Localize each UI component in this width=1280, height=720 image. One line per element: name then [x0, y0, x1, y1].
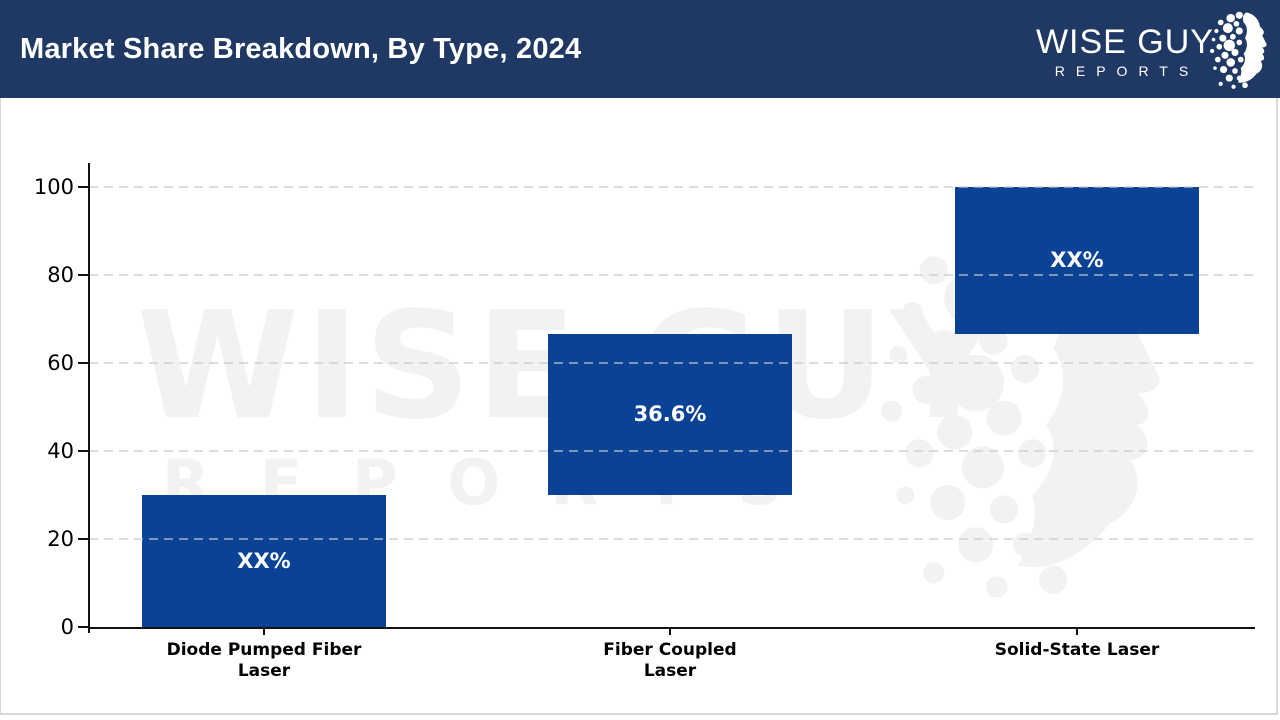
gridline-60	[89, 362, 1253, 364]
y-axis-line	[88, 163, 90, 633]
bar-3: XX%	[955, 187, 1199, 334]
y-tick-mark	[78, 538, 88, 540]
logo-text: WISE GUY REPORTS	[1036, 24, 1214, 79]
header-bar: Market Share Breakdown, By Type, 2024 WI…	[0, 0, 1280, 98]
x-category-label-line: Fiber Coupled	[603, 640, 737, 660]
y-tick-mark	[78, 274, 88, 276]
y-tick-label: 100	[33, 175, 74, 199]
y-tick-label: 40	[47, 439, 74, 463]
gridline-100	[89, 186, 1253, 188]
page-title: Market Share Breakdown, By Type, 2024	[20, 33, 582, 65]
bar-value-label: XX%	[237, 549, 291, 573]
brand-logo: WISE GUY REPORTS	[1036, 10, 1272, 92]
x-category-label-line: Diode Pumped Fiber	[166, 640, 362, 660]
y-tick-label: 80	[47, 263, 74, 287]
y-tick-mark	[78, 362, 88, 364]
gridline-80	[89, 274, 1253, 276]
x-category-label: Diode Pumped Fiber Laser	[119, 640, 409, 682]
x-tick-mark	[1076, 629, 1078, 635]
logo-face-icon	[1210, 11, 1267, 89]
x-category-label-line: Laser	[643, 661, 697, 681]
logo-reports-label: REPORTS	[1054, 62, 1200, 79]
x-tick-mark	[263, 629, 265, 635]
y-tick-label: 60	[47, 351, 74, 375]
x-axis-line	[88, 627, 1255, 629]
bar-value-label: 36.6%	[633, 402, 707, 427]
x-category-label: Solid-State Laser	[932, 640, 1222, 661]
y-tick-mark	[78, 450, 88, 452]
logo-wordmark: WISE GUY	[1035, 22, 1214, 61]
x-tick-mark	[669, 629, 671, 635]
gridline-20	[89, 538, 1253, 540]
y-tick-label: 0	[60, 615, 74, 639]
x-category-label-line: Laser	[237, 661, 291, 681]
bar-1: XX%	[142, 495, 386, 627]
x-category-label-line: Solid-State Laser	[994, 640, 1160, 660]
bar-2: 36.6%	[548, 333, 792, 495]
gridline-40	[89, 450, 1253, 452]
bar-value-label: XX%	[1050, 248, 1104, 273]
y-tick-mark	[78, 626, 88, 628]
y-tick-label: 20	[47, 527, 74, 551]
y-tick-mark	[78, 186, 88, 188]
x-category-label: Fiber Coupled Laser	[525, 640, 815, 682]
